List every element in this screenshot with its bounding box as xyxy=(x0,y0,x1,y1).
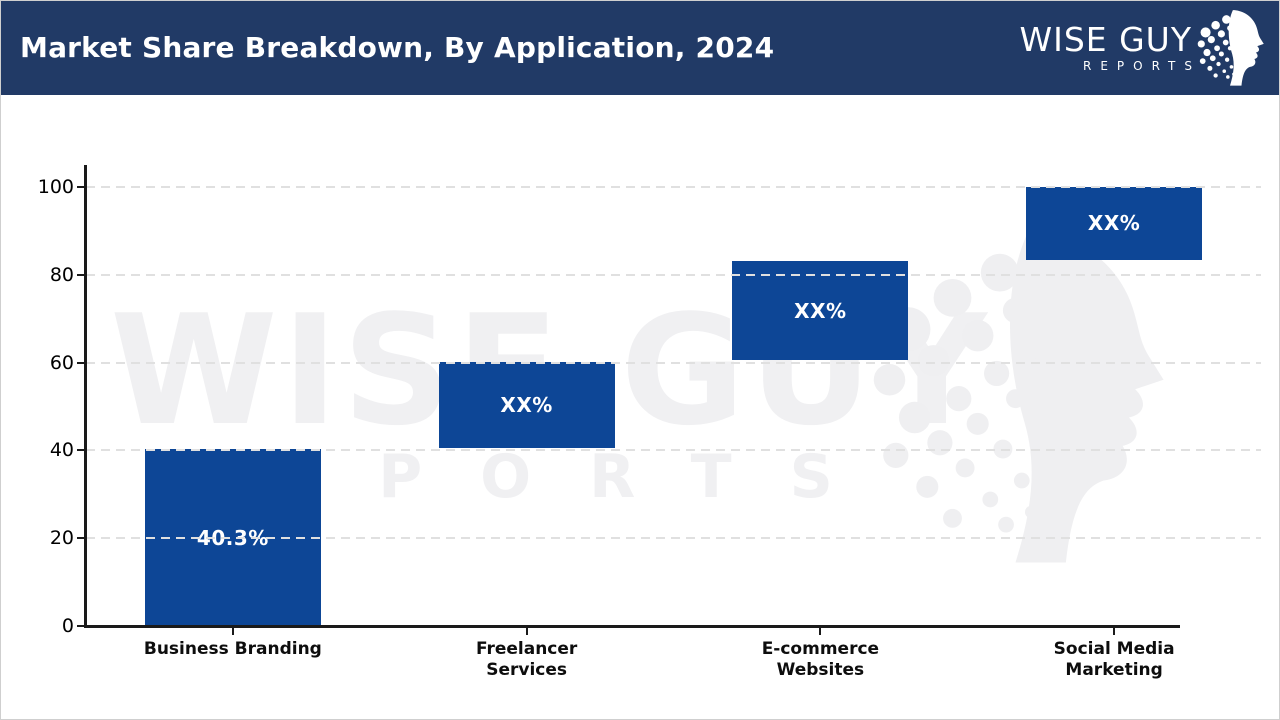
logo-text: WISE GUY REPORTS xyxy=(1019,19,1192,73)
x-axis-label-business-branding: Business Branding xyxy=(123,639,343,660)
bar-e-commerce-websites: XX% xyxy=(732,261,909,360)
y-tick-100 xyxy=(77,186,84,188)
logo-subtitle: REPORTS xyxy=(1082,58,1201,73)
x-tick-social-media-marketing xyxy=(1113,628,1116,635)
x-axis-label-line: Freelancer xyxy=(475,639,578,659)
y-tick-label-0: 0 xyxy=(61,615,74,637)
x-axis-label-line: Marketing xyxy=(1065,660,1163,680)
y-tick-label-60: 60 xyxy=(49,351,74,374)
bar-value-label: XX% xyxy=(794,298,847,323)
bar-value-label: XX% xyxy=(1087,211,1141,236)
x-axis-label-freelancer-services: Freelancer Services xyxy=(417,639,637,681)
x-tick-e-commerce-websites xyxy=(819,628,822,635)
x-axis-label-line: Services xyxy=(486,660,568,680)
dotted-face-profile-icon xyxy=(1197,10,1264,86)
gridline-80 xyxy=(86,273,1261,276)
logo-name: WISE GUY xyxy=(1019,19,1192,59)
y-axis-line xyxy=(84,165,87,628)
bar-value-label: XX% xyxy=(500,393,553,418)
gridline-100 xyxy=(86,186,1261,188)
bar-freelancer-services: XX% xyxy=(438,362,615,449)
y-tick-0 xyxy=(77,625,84,627)
x-axis-label-line: Websites xyxy=(776,660,865,680)
gridline-40 xyxy=(86,449,1261,452)
x-tick-freelancer-services xyxy=(525,628,528,635)
y-tick-label-100: 100 xyxy=(37,176,74,198)
y-tick-60 xyxy=(77,361,84,364)
header-bar: Market Share Breakdown, By Application, … xyxy=(0,0,1280,95)
gridline-60 xyxy=(86,361,1261,364)
x-axis-label-line: E-commerce xyxy=(761,639,880,659)
y-tick-80 xyxy=(77,273,84,276)
y-tick-label-80: 80 xyxy=(49,263,74,286)
x-tick-business-branding xyxy=(231,628,234,635)
x-axis-label-e-commerce-websites: E-commerce Websites xyxy=(710,639,930,681)
chart-title: Market Share Breakdown, By Application, … xyxy=(20,31,775,64)
y-tick-40 xyxy=(77,449,84,452)
x-axis-label-line: Social Media xyxy=(1053,639,1175,659)
x-axis-line xyxy=(84,625,1180,628)
gridline-20 xyxy=(86,537,1261,540)
y-tick-20 xyxy=(77,537,84,540)
y-tick-label-20: 20 xyxy=(49,527,74,550)
x-axis-label-line: Business Branding xyxy=(143,639,322,659)
bar-social-media-marketing: XX% xyxy=(1026,187,1203,260)
y-tick-label-40: 40 xyxy=(49,439,74,462)
x-axis-label-social-media-marketing: Social Media Marketing xyxy=(1004,639,1224,681)
wise-guy-reports-logo: WISE GUY REPORTS xyxy=(1019,8,1280,87)
